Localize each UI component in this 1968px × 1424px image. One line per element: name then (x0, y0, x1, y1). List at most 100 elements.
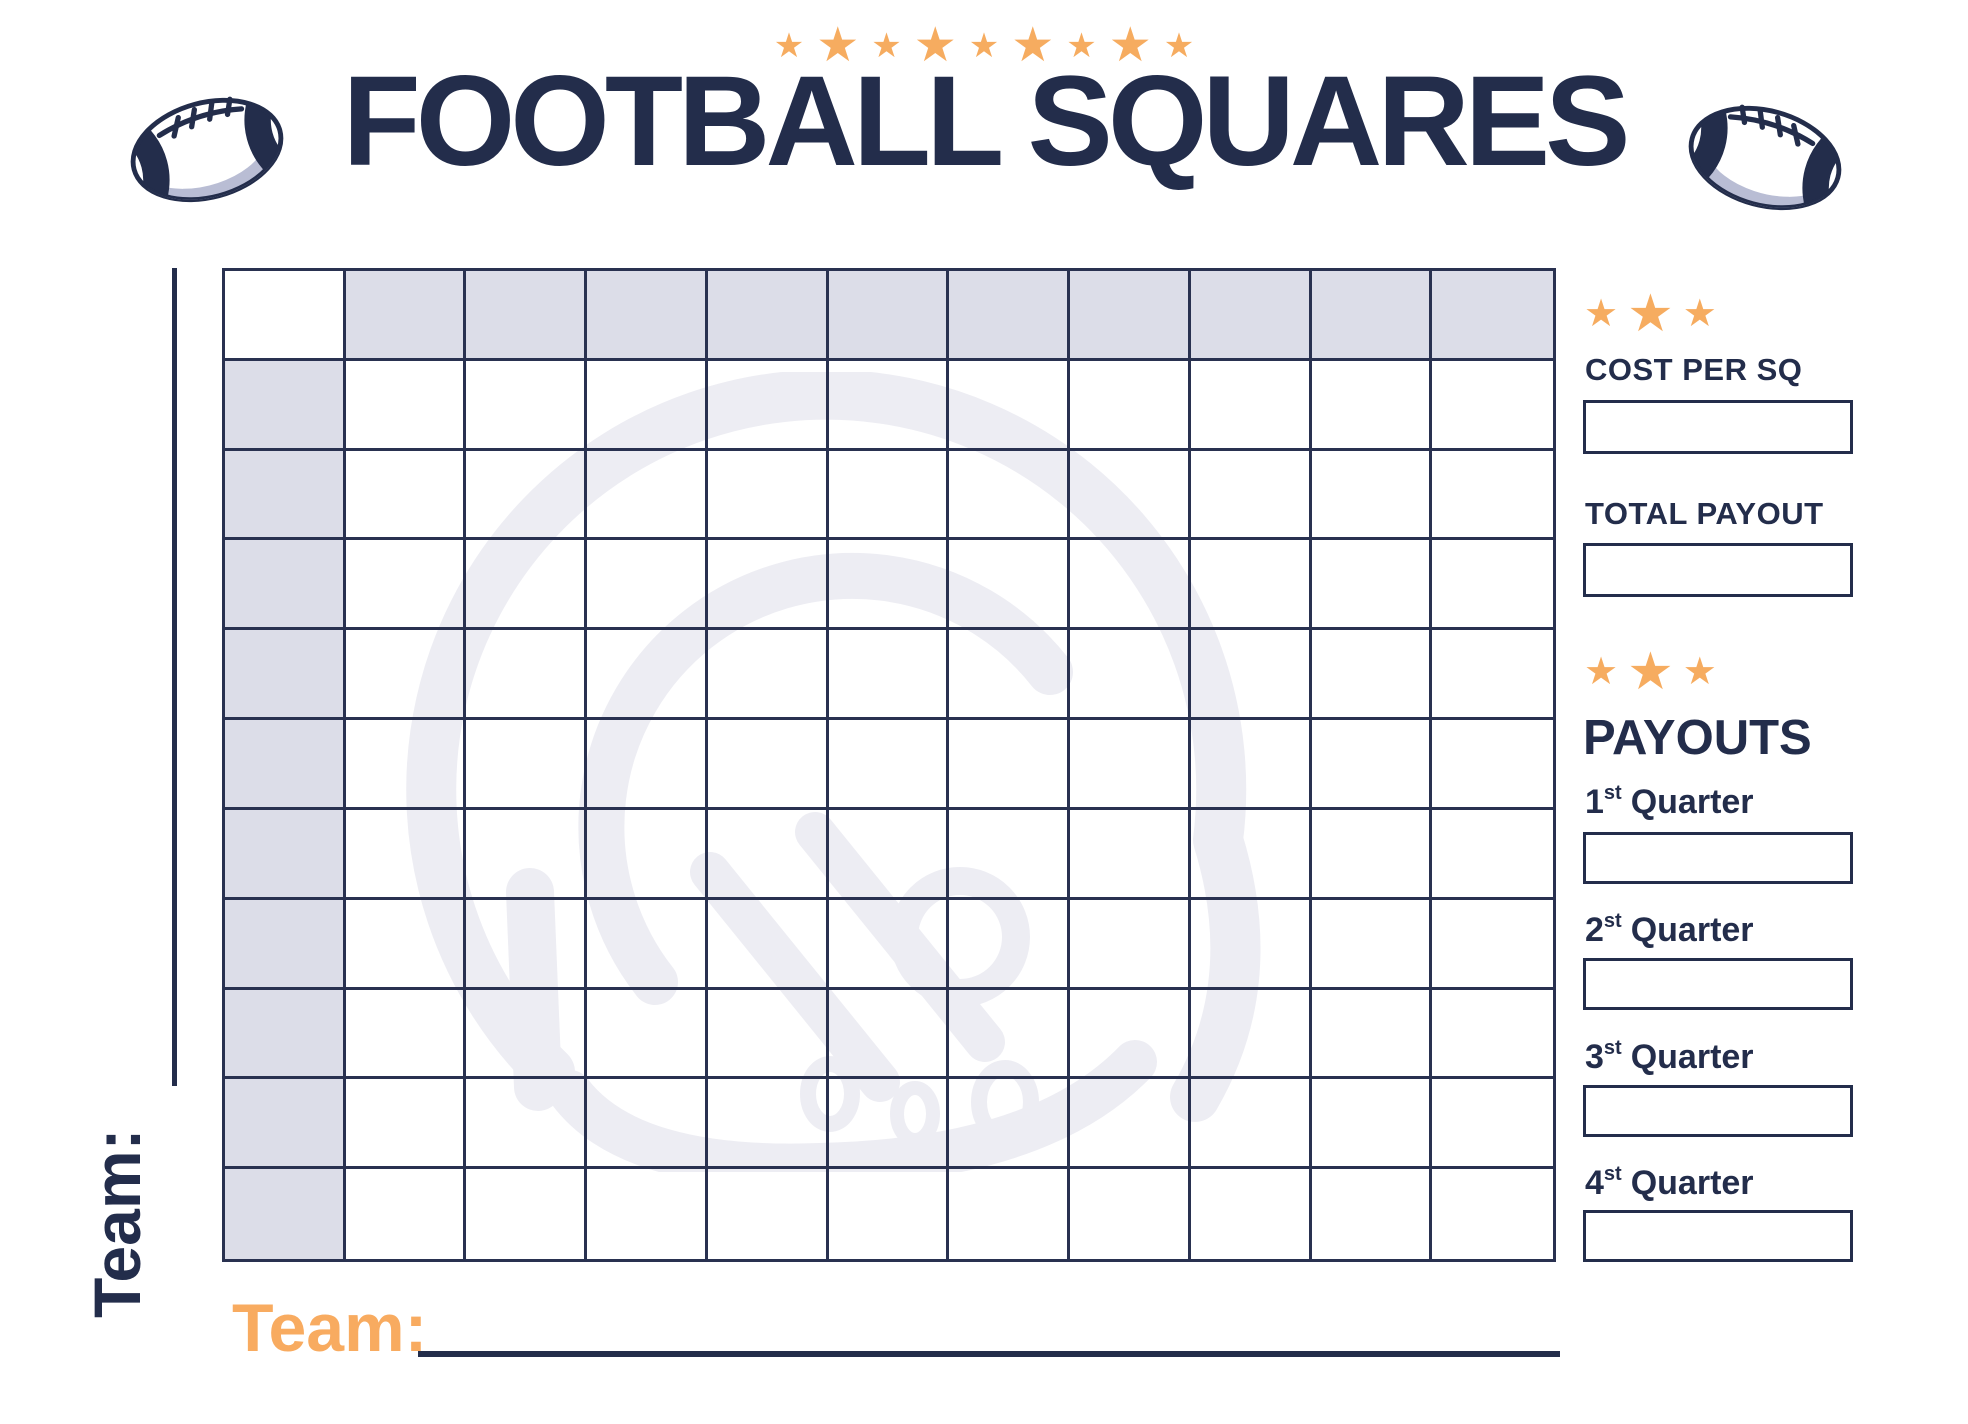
total-payout-input[interactable] (1583, 543, 1853, 597)
column-header-cell[interactable] (587, 271, 708, 361)
grid-square[interactable] (707, 1079, 829, 1170)
grid-square[interactable] (466, 1079, 588, 1170)
grid-square[interactable] (587, 899, 708, 990)
row-header-cell[interactable] (225, 1079, 346, 1170)
grid-square[interactable] (1070, 809, 1191, 900)
grid-square[interactable] (1311, 899, 1433, 990)
grid-square[interactable] (1190, 720, 1312, 810)
row-header-cell[interactable] (225, 630, 346, 721)
grid-square[interactable] (1190, 1079, 1312, 1170)
grid-square[interactable] (828, 899, 950, 990)
row-header-cell[interactable] (225, 540, 346, 631)
grid-square[interactable] (587, 809, 708, 900)
quarter-1-payout-input[interactable] (1583, 832, 1853, 884)
grid-square[interactable] (587, 1169, 708, 1259)
grid-square[interactable] (1070, 989, 1191, 1080)
row-header-cell[interactable] (225, 899, 346, 990)
grid-square[interactable] (1070, 1169, 1191, 1259)
grid-square[interactable] (949, 720, 1071, 810)
grid-square[interactable] (1432, 900, 1553, 990)
grid-square[interactable] (1190, 989, 1312, 1080)
grid-square[interactable] (1432, 1079, 1553, 1170)
grid-square[interactable] (1070, 1079, 1191, 1170)
grid-square[interactable] (707, 360, 829, 451)
grid-square[interactable] (707, 720, 829, 810)
grid-square[interactable] (345, 989, 467, 1080)
grid-square[interactable] (346, 1169, 467, 1259)
grid-square[interactable] (949, 360, 1071, 451)
grid-square[interactable] (466, 540, 588, 631)
grid-square[interactable] (1070, 540, 1191, 631)
grid-square[interactable] (949, 989, 1071, 1080)
grid-square[interactable] (707, 989, 829, 1080)
grid-square[interactable] (1311, 1079, 1433, 1170)
column-header-cell[interactable] (707, 271, 829, 361)
column-header-cell[interactable] (345, 271, 467, 361)
grid-square[interactable] (949, 630, 1071, 721)
grid-square[interactable] (466, 360, 588, 451)
grid-square[interactable] (1070, 450, 1191, 541)
grid-square[interactable] (1311, 630, 1433, 721)
grid-square[interactable] (587, 630, 708, 721)
grid-square[interactable] (1432, 361, 1553, 451)
grid-square[interactable] (587, 989, 708, 1080)
grid-square[interactable] (708, 1169, 829, 1259)
grid-square[interactable] (707, 540, 829, 631)
row-header-cell[interactable] (225, 1169, 346, 1259)
grid-square[interactable] (1191, 1169, 1312, 1259)
grid-square[interactable] (345, 720, 467, 810)
grid-square[interactable] (1070, 899, 1191, 990)
grid-square[interactable] (1312, 1169, 1433, 1259)
team-name-line-bottom[interactable] (418, 1351, 1560, 1357)
grid-square[interactable] (1190, 450, 1312, 541)
grid-square[interactable] (345, 540, 467, 631)
grid-square[interactable] (466, 809, 588, 900)
grid-square[interactable] (1190, 360, 1312, 451)
grid-square[interactable] (707, 899, 829, 990)
row-header-cell[interactable] (225, 360, 346, 451)
cost-per-sq-input[interactable] (1583, 400, 1853, 454)
grid-square[interactable] (828, 540, 950, 631)
quarter-2-payout-input[interactable] (1583, 958, 1853, 1010)
grid-square[interactable] (345, 1079, 467, 1170)
grid-square[interactable] (707, 630, 829, 721)
grid-square[interactable] (1311, 450, 1433, 541)
grid-square[interactable] (587, 540, 708, 631)
grid-square[interactable] (345, 450, 467, 541)
grid-square[interactable] (587, 1079, 708, 1170)
grid-square[interactable] (949, 1169, 1071, 1259)
column-header-cell[interactable] (1311, 271, 1433, 361)
quarter-3-payout-input[interactable] (1583, 1085, 1853, 1137)
grid-square[interactable] (466, 899, 588, 990)
grid-square[interactable] (466, 630, 588, 721)
grid-square[interactable] (466, 450, 588, 541)
grid-square[interactable] (1432, 990, 1553, 1080)
grid-square[interactable] (587, 360, 708, 451)
grid-square[interactable] (587, 450, 708, 541)
column-header-cell[interactable] (1070, 271, 1191, 361)
grid-square[interactable] (949, 899, 1071, 990)
grid-square[interactable] (949, 809, 1071, 900)
grid-square[interactable] (828, 360, 950, 451)
row-header-cell[interactable] (225, 989, 346, 1080)
grid-square[interactable] (1432, 1169, 1553, 1259)
column-header-cell[interactable] (828, 271, 950, 361)
grid-square[interactable] (1432, 630, 1553, 721)
grid-square[interactable] (949, 540, 1071, 631)
row-header-cell[interactable] (225, 720, 346, 810)
grid-square[interactable] (466, 1169, 588, 1259)
row-header-cell[interactable] (225, 809, 346, 900)
grid-square[interactable] (1070, 360, 1191, 451)
grid-square[interactable] (828, 720, 950, 810)
grid-square[interactable] (466, 720, 588, 810)
team-name-line-vertical[interactable] (172, 268, 177, 1086)
grid-square[interactable] (1070, 720, 1191, 810)
column-header-cell[interactable] (949, 271, 1071, 361)
grid-square[interactable] (466, 989, 588, 1080)
grid-square[interactable] (707, 809, 829, 900)
grid-square[interactable] (1070, 630, 1191, 721)
grid-square[interactable] (828, 809, 950, 900)
grid-square[interactable] (1311, 720, 1433, 810)
grid-square[interactable] (949, 450, 1071, 541)
grid-square[interactable] (829, 1169, 950, 1259)
